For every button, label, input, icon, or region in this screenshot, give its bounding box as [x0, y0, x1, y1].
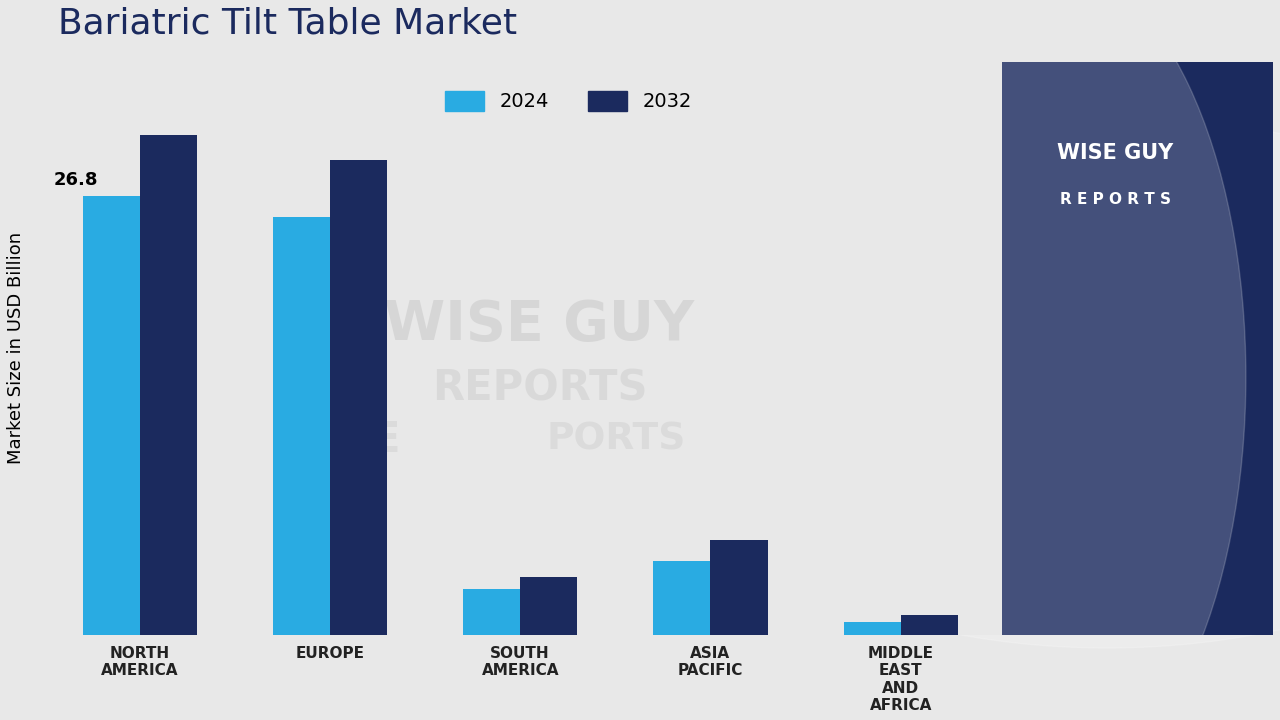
Bar — [330, 160, 387, 635]
Text: WISE GUY: WISE GUY — [384, 298, 695, 352]
Text: Bariatric Tilt Table Market: Bariatric Tilt Table Market — [58, 7, 517, 41]
Bar — [844, 621, 901, 635]
Bar — [140, 135, 197, 635]
Text: PORTS: PORTS — [547, 422, 686, 458]
Bar — [463, 589, 520, 635]
Bar — [273, 217, 330, 635]
Y-axis label: Market Size in USD Billion: Market Size in USD Billion — [6, 232, 24, 464]
Bar — [520, 577, 577, 635]
Bar — [710, 540, 768, 635]
Legend: 2024, 2032: 2024, 2032 — [438, 83, 699, 119]
Text: WISE GUY: WISE GUY — [1057, 143, 1174, 163]
Bar — [653, 561, 710, 635]
Text: 26.8: 26.8 — [54, 171, 99, 189]
Circle shape — [855, 0, 1245, 720]
Text: R E P O R T S: R E P O R T S — [1060, 192, 1171, 207]
Text: REPORTS: REPORTS — [431, 367, 648, 410]
Bar — [901, 615, 957, 635]
Bar — [83, 196, 140, 635]
Text: E: E — [371, 419, 399, 461]
